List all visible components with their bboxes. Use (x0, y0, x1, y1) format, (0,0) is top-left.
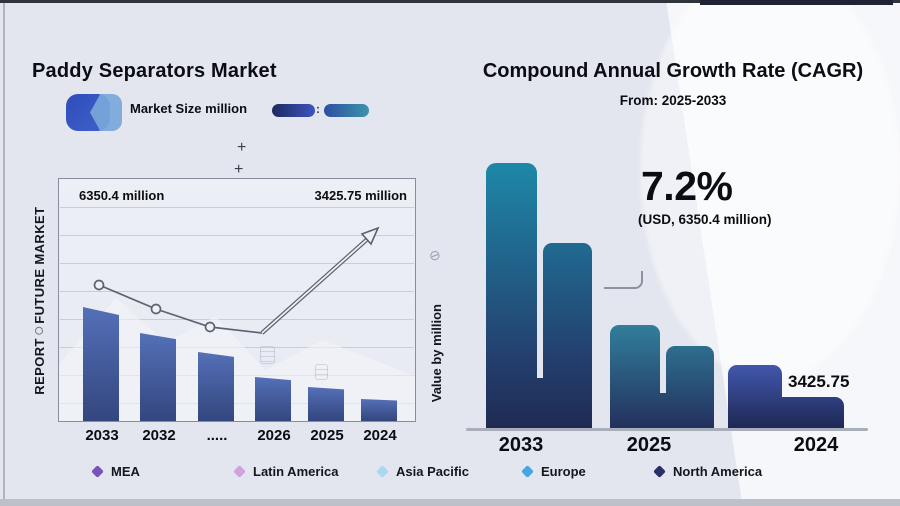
clipboard-watermark-icon (315, 364, 328, 380)
cagr-bar-2025-joiner (660, 393, 666, 430)
diamond-icon (376, 465, 389, 478)
annotation-2033-value: 6350.4 million (79, 188, 165, 203)
legend-item-mea: MEA (91, 464, 140, 479)
cagr-subtitle: From: 2025-2033 (619, 93, 727, 108)
bar-2024 (361, 399, 397, 421)
x-label-ellipsis: ..... (206, 427, 228, 444)
bar-2032 (140, 333, 176, 421)
watermark-line1: FUTURE MARKET (31, 207, 47, 325)
cagr-value: 7.2% (641, 163, 733, 209)
cagr-2024-value-label: 3425.75 (788, 372, 850, 391)
x-label-2025: 2025 (310, 427, 344, 444)
bottom-edge (0, 499, 900, 506)
x-label-2024: 2024 (363, 427, 397, 444)
legend-item-north-america: North America (653, 464, 762, 479)
cagr-bar-2033-a (486, 163, 537, 430)
cagr-bar-2025-b (666, 346, 714, 430)
cagr-basis: (USD, 6350.4 million) (638, 212, 772, 227)
cagr-x-label-2025: 2025 (626, 434, 672, 456)
bar-2025 (308, 387, 344, 421)
x-label-2033: 2033 (85, 427, 119, 444)
top-right-accent-edge (700, 0, 893, 5)
x-label-2032: 2032 (142, 427, 176, 444)
value-axis-label: Value by million (428, 303, 444, 403)
cagr-bar-2033-b (543, 243, 592, 430)
diamond-icon (233, 465, 246, 478)
bar-ellipsis (198, 352, 234, 421)
legend-item-latin-america: Latin America (233, 464, 339, 479)
diamond-icon (653, 465, 666, 478)
diamond-icon (521, 465, 534, 478)
plus-mark-icon: + (234, 161, 244, 178)
diamond-icon (91, 465, 104, 478)
ratio-pill-dark (272, 104, 315, 117)
legend-item-asia-pacific: Asia Pacific (376, 464, 469, 479)
cagr-bar-2033-joiner (537, 378, 543, 430)
left-chart-title: Paddy Separators Market (32, 60, 277, 82)
step-bracket-decoration (604, 271, 643, 289)
bar-2033 (83, 307, 119, 421)
cagr-x-label-2024: 2024 (793, 434, 839, 456)
ratio-pill-teal (324, 104, 369, 117)
registered-ring-icon (35, 327, 43, 336)
bar-2026 (255, 377, 291, 421)
watermark-line2: REPORT (31, 338, 47, 395)
top-edge (0, 0, 900, 3)
legend-item-europe: Europe (521, 464, 586, 479)
cagr-title: Compound Annual Growth Rate (CAGR) (482, 60, 864, 82)
ratio-separator: : (316, 102, 320, 116)
annotation-2024-value: 3425.75 million (314, 188, 408, 203)
cylinder-icon (66, 94, 122, 131)
series-legend-label: Market Size million (130, 101, 248, 116)
market-size-chart: 6350.4 million 3425.75 million (58, 178, 416, 422)
cagr-bar-2024-b (782, 397, 844, 430)
clipboard-watermark-icon (260, 346, 275, 364)
minus-circle-icon: ⊖ (426, 245, 443, 265)
cagr-x-axis (466, 428, 868, 431)
watermark-vertical: REPORT FUTURE MARKET (28, 188, 50, 414)
x-label-2026: 2026 (257, 427, 291, 444)
cagr-bar-2024-a (728, 365, 782, 430)
cagr-x-label-2033: 2033 (498, 434, 544, 456)
background-blob (640, 0, 900, 380)
cagr-bar-2025-a (610, 325, 660, 430)
plus-mark-icon: + (237, 139, 247, 156)
left-edge (3, 3, 5, 499)
